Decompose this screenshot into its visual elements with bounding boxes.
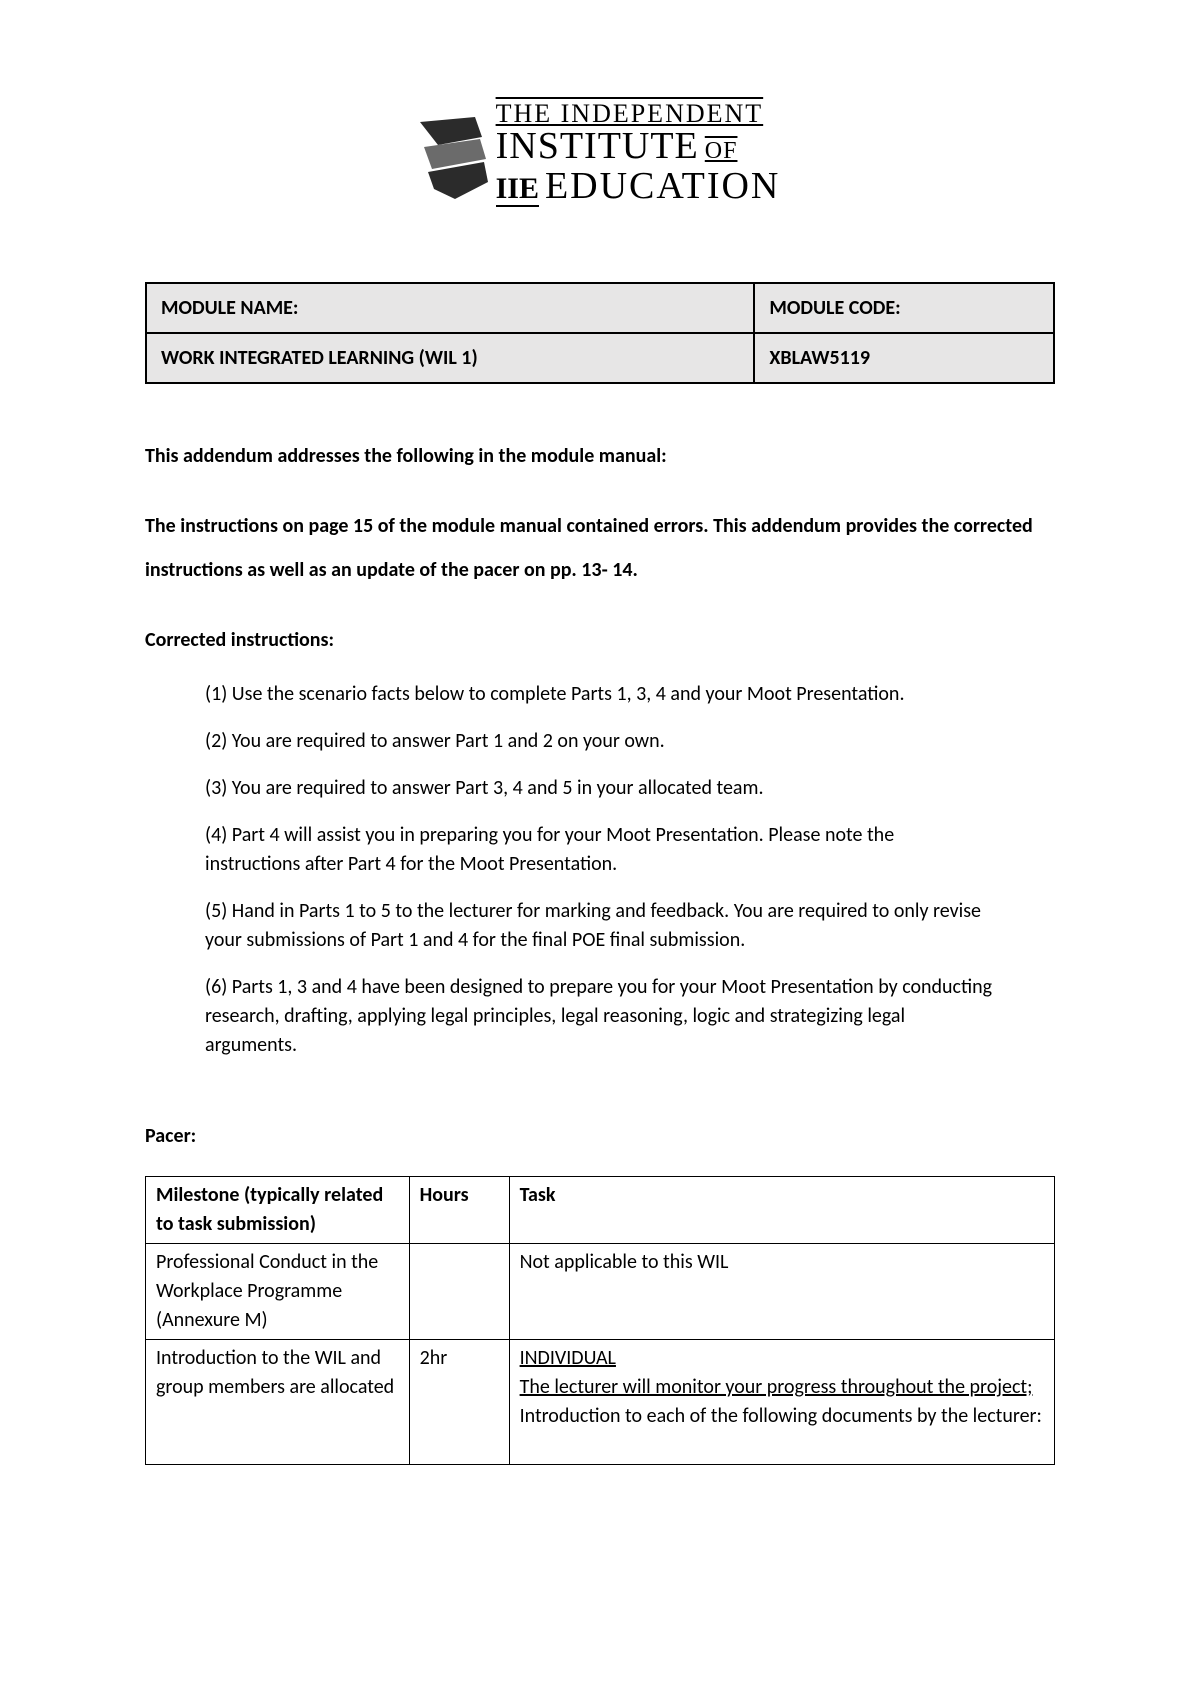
table-row: Milestone (typically related to task sub… [146,1177,1055,1244]
pacer-r2-milestone: Introduction to the WIL and group member… [146,1340,410,1465]
instruction-3: (3) You are required to answer Part 3, 4… [205,774,993,803]
module-name-value: WORK INTEGRATED LEARNING (WIL 1) [146,333,754,383]
instructions-list: (1) Use the scenario facts below to comp… [205,680,993,1060]
pacer-r2-hours: 2hr [409,1340,509,1465]
pacer-r1-task: Not applicable to this WIL [509,1244,1054,1340]
table-row: Introduction to the WIL and group member… [146,1340,1055,1465]
document-page: THE INDEPENDENT INSTITUTE OF IIE EDUCATI… [0,0,1200,1697]
logo-line3: IIE EDUCATION [496,167,781,207]
shield-icon [420,117,490,207]
instruction-6: (6) Parts 1, 3 and 4 have been designed … [205,973,993,1060]
intro-paragraph-1: This addendum addresses the following in… [145,434,1055,478]
pacer-r1-hours [409,1244,509,1340]
table-row: Professional Conduct in the Workplace Pr… [146,1244,1055,1340]
pacer-label: Pacer: [145,1124,1055,1148]
logo-line3-main: EDUCATION [545,167,780,207]
logo-line2-of: OF [705,139,738,164]
module-code-label: MODULE CODE: [754,283,1054,333]
pacer-r1-milestone: Professional Conduct in the Workplace Pr… [146,1244,410,1340]
pacer-col-hours: Hours [409,1177,509,1244]
instruction-4: (4) Part 4 will assist you in preparing … [205,821,993,879]
intro-paragraph-2: The instructions on page 15 of the modul… [145,504,1055,592]
corrected-instructions-label: Corrected instructions: [145,618,1055,662]
institution-logo: THE INDEPENDENT INSTITUTE OF IIE EDUCATI… [145,100,1055,212]
logo-line1: THE INDEPENDENT [496,100,781,127]
logo-row: THE INDEPENDENT INSTITUTE OF IIE EDUCATI… [420,100,781,207]
pacer-r2-task-p3: Introduction to each of the following do… [520,1402,1044,1431]
logo-line2-main: INSTITUTE [496,127,699,167]
instruction-2: (2) You are required to answer Part 1 an… [205,727,993,756]
pacer-table: Milestone (typically related to task sub… [145,1176,1055,1465]
pacer-col-milestone: Milestone (typically related to task sub… [146,1177,410,1244]
pacer-r2-task-spacer [520,1431,1044,1460]
pacer-r2-task-u1: INDIVIDUAL [520,1344,1044,1373]
module-code-value: XBLAW5119 [754,333,1054,383]
logo-line2: INSTITUTE OF [496,127,781,167]
pacer-r2-task: INDIVIDUAL The lecturer will monitor you… [509,1340,1054,1465]
pacer-r2-task-u2: The lecturer will monitor your progress … [520,1373,1044,1402]
logo-text: THE INDEPENDENT INSTITUTE OF IIE EDUCATI… [496,100,781,207]
table-row: MODULE NAME: MODULE CODE: [146,283,1054,333]
instruction-1: (1) Use the scenario facts below to comp… [205,680,993,709]
logo-iie-mark: IIE [496,173,539,207]
module-name-label: MODULE NAME: [146,283,754,333]
logo-inner: THE INDEPENDENT INSTITUTE OF IIE EDUCATI… [420,100,781,207]
table-row: WORK INTEGRATED LEARNING (WIL 1) XBLAW51… [146,333,1054,383]
module-header-table: MODULE NAME: MODULE CODE: WORK INTEGRATE… [145,282,1055,384]
pacer-col-task: Task [509,1177,1054,1244]
instruction-5: (5) Hand in Parts 1 to 5 to the lecturer… [205,897,993,955]
